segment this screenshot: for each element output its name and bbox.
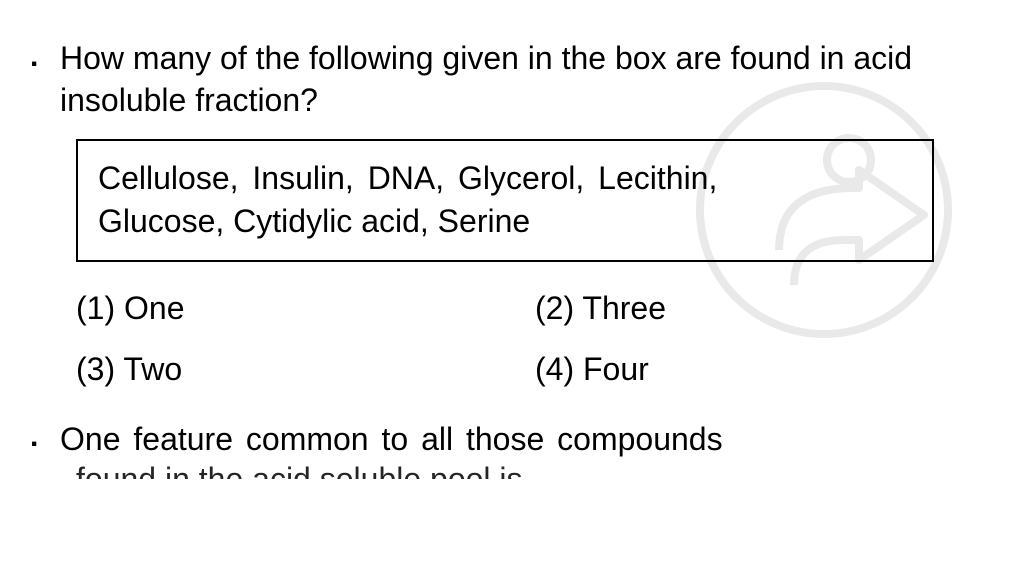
option-3: (3) Two	[76, 351, 535, 388]
question-2: . One feature common to all those compou…	[30, 418, 994, 461]
question-2-text: One feature common to all those compound…	[60, 418, 994, 461]
box-line-1: Cellulose, Insulin, DNA, Glycerol, Lecit…	[98, 157, 912, 200]
option-4: (4) Four	[535, 351, 994, 388]
question-2-cutoff: found in the acid soluble pool is	[76, 461, 994, 479]
document-content: . How many of the following given in the…	[0, 0, 1024, 479]
bullet-dot: .	[30, 42, 40, 72]
option-1: (1) One	[76, 290, 535, 327]
question-1-text: How many of the following given in the b…	[60, 38, 994, 121]
answer-options: (1) One (2) Three (3) Two (4) Four	[76, 290, 994, 388]
box-line-2: Glucose, Cytidylic acid, Serine	[98, 200, 912, 243]
items-box: Cellulose, Insulin, DNA, Glycerol, Lecit…	[76, 139, 934, 261]
question-1: . How many of the following given in the…	[30, 38, 994, 121]
option-2: (2) Three	[535, 290, 994, 327]
bullet-dot: .	[30, 422, 40, 452]
